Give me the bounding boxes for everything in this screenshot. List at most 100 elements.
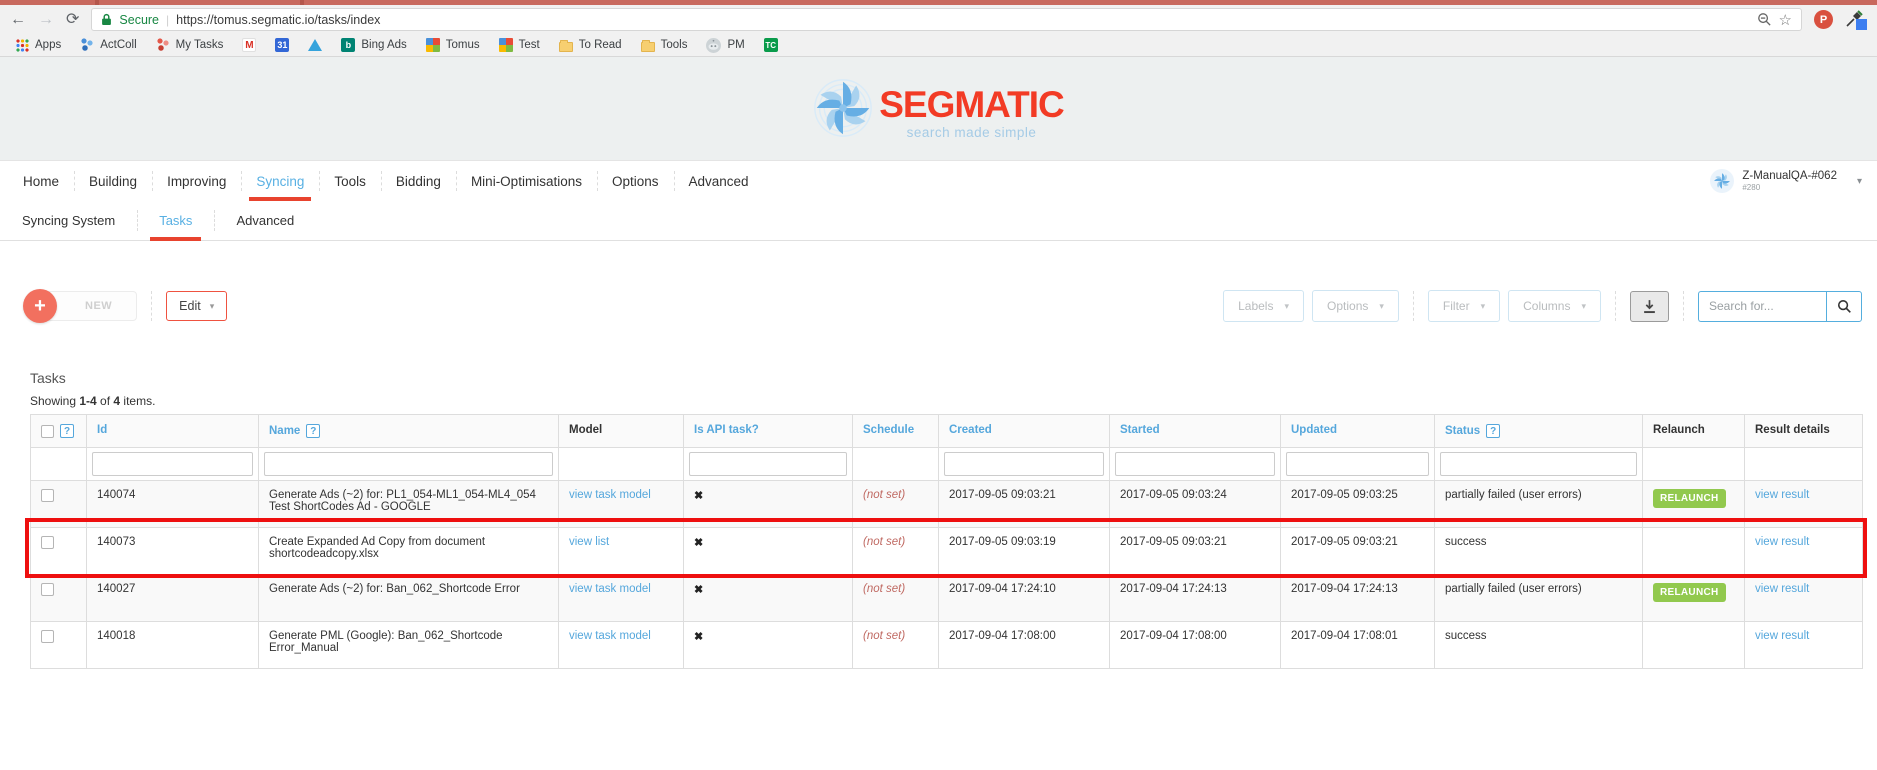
options-button[interactable]: Options ▾ — [1312, 290, 1399, 322]
bookmark-gmail[interactable]: M — [236, 38, 262, 52]
calendar-favicon: 31 — [275, 38, 290, 52]
column-header-started[interactable]: Started — [1109, 414, 1281, 448]
user-menu[interactable]: Z-ManualQA-#062 #280 ▾ — [1710, 161, 1862, 201]
chevron-down-icon[interactable]: ▾ — [1856, 175, 1862, 187]
updated-cell: 2017-09-05 09:03:21 — [1280, 527, 1435, 575]
filter-cell — [258, 447, 559, 481]
x-mark-icon: ✖ — [694, 631, 704, 643]
nav-item-improving[interactable]: Improving — [152, 161, 241, 201]
columns-button[interactable]: Columns ▾ — [1508, 290, 1601, 322]
main-nav: Home Building Improving Syncing Tools Bi… — [0, 160, 1877, 201]
bookmark-label: Apps — [35, 39, 62, 51]
nav-item-home[interactable]: Home — [23, 173, 60, 189]
subnav-item-tasks[interactable]: Tasks — [137, 201, 214, 241]
nav-item-bidding[interactable]: Bidding — [380, 161, 456, 201]
bookmark-test[interactable]: Test — [493, 38, 546, 52]
column-header-status[interactable]: Status? — [1434, 414, 1643, 448]
subnav-item-syncing-system[interactable]: Syncing System — [22, 213, 116, 228]
schedule-cell: (not set) — [852, 574, 939, 622]
row-checkbox[interactable] — [41, 536, 54, 549]
view-result-link[interactable]: view result — [1755, 630, 1810, 642]
row-checkbox[interactable] — [41, 489, 54, 502]
filter-input-name[interactable] — [264, 452, 553, 476]
apps-bookmark[interactable]: Apps — [10, 38, 67, 52]
address-bar[interactable]: Secure | https://tomus.segmatic.io/tasks… — [91, 8, 1802, 31]
bookmark-star-icon[interactable]: ☆ — [1778, 11, 1792, 29]
view-task-model-link[interactable]: view task model — [569, 489, 651, 501]
column-header-is-api-task[interactable]: Is API task? — [683, 414, 853, 448]
not-set-label: (not set) — [863, 536, 906, 548]
view-result-link[interactable]: view result — [1755, 583, 1810, 595]
search-input[interactable] — [1698, 290, 1826, 322]
colorpicker-extension-icon[interactable] — [1845, 9, 1867, 30]
sub-nav: Syncing System Tasks Advanced — [0, 201, 1877, 241]
filter-input-created[interactable] — [944, 452, 1104, 476]
relaunch-button[interactable]: RELAUNCH — [1653, 489, 1726, 508]
url-text[interactable]: https://tomus.segmatic.io/tasks/index — [176, 12, 381, 27]
nav-item-syncing[interactable]: Syncing — [241, 161, 319, 201]
filter-input-is-api-task[interactable] — [689, 452, 847, 476]
extension-p-icon[interactable]: P — [1814, 10, 1833, 29]
nav-item-options[interactable]: Options — [596, 161, 674, 201]
filter-input-id[interactable] — [92, 452, 253, 476]
help-icon[interactable]: ? — [60, 424, 74, 438]
column-header-id[interactable]: Id — [86, 414, 259, 448]
model-cell: view task model — [558, 621, 684, 669]
bookmark-actcoll[interactable]: ActColl — [74, 38, 142, 52]
bookmark-to-read[interactable]: To Read — [553, 39, 628, 52]
zoom-out-icon[interactable] — [1757, 12, 1772, 27]
id-cell: 140027 — [86, 574, 259, 622]
subnav-item-advanced[interactable]: Advanced — [214, 201, 316, 240]
filter-input-status[interactable] — [1440, 452, 1637, 476]
reload-icon[interactable]: ⟳ — [66, 10, 80, 28]
nav-item-building[interactable]: Building — [74, 161, 152, 201]
table-row: 140074 Generate Ads (~2) for: PL1_054-ML… — [30, 480, 1863, 528]
filter-input-started[interactable] — [1115, 452, 1275, 476]
bookmark-bing-ads[interactable]: b Bing Ads — [335, 38, 412, 52]
bookmark-calendar[interactable]: 31 — [269, 38, 295, 52]
view-result-link[interactable]: view result — [1755, 489, 1810, 501]
column-header-name[interactable]: Name? — [258, 414, 559, 448]
nav-item-mini-optimisations[interactable]: Mini-Optimisations — [455, 161, 597, 201]
bookmark-tools[interactable]: Tools — [635, 39, 694, 52]
bookmark-my-tasks[interactable]: My Tasks — [150, 38, 230, 52]
search-button[interactable] — [1826, 290, 1862, 322]
nav-item-tools[interactable]: Tools — [319, 161, 381, 201]
help-icon[interactable]: ? — [1486, 424, 1501, 438]
column-header-created[interactable]: Created — [938, 414, 1110, 448]
bookmark-analytics[interactable] — [302, 39, 328, 51]
summary-range: 1-4 — [79, 394, 97, 408]
tab-separator — [95, 0, 99, 5]
select-all-checkbox[interactable] — [41, 424, 54, 438]
model-cell: view list — [558, 527, 684, 575]
bookmark-tomus[interactable]: Tomus — [420, 38, 486, 52]
not-set-label: (not set) — [863, 583, 906, 595]
nav-item-advanced[interactable]: Advanced — [673, 161, 764, 201]
name-cell: Generate Ads (~2) for: PL1_054-ML1_054-M… — [258, 480, 559, 528]
view-task-model-link[interactable]: view task model — [569, 583, 651, 595]
view-task-model-link[interactable]: view task model — [569, 630, 651, 642]
view-list-link[interactable]: view list — [569, 536, 610, 548]
row-checkbox[interactable] — [41, 583, 54, 596]
filter-input-updated[interactable] — [1286, 452, 1429, 476]
edit-button[interactable]: Edit ▾ — [166, 291, 228, 321]
bookmarks-bar: Apps ActColl My Tasks M 31 b Bing Ads To… — [0, 34, 1877, 57]
bookmark-techcrunch[interactable]: TC — [758, 38, 784, 52]
relaunch-button[interactable]: RELAUNCH — [1653, 583, 1726, 602]
main-content: NEW + Edit ▾ Labels ▾ Options ▾ Filter ▾… — [0, 289, 1877, 669]
mytasks-favicon — [155, 38, 170, 52]
labels-button[interactable]: Labels ▾ — [1223, 290, 1305, 322]
column-header-schedule[interactable]: Schedule — [852, 414, 939, 448]
options-label: Options — [1327, 299, 1369, 313]
bookmark-pm[interactable]: PM — [700, 37, 750, 53]
row-checkbox[interactable] — [41, 630, 54, 643]
apps-grid-icon — [16, 38, 29, 52]
filter-button[interactable]: Filter ▾ — [1427, 290, 1501, 322]
back-icon[interactable]: ← — [10, 10, 26, 28]
column-header-updated[interactable]: Updated — [1280, 414, 1435, 448]
download-button[interactable] — [1630, 290, 1669, 322]
new-button[interactable]: NEW + — [23, 289, 138, 323]
view-result-link[interactable]: view result — [1755, 536, 1810, 548]
help-icon[interactable]: ? — [306, 424, 321, 438]
forward-icon[interactable]: → — [38, 10, 54, 28]
